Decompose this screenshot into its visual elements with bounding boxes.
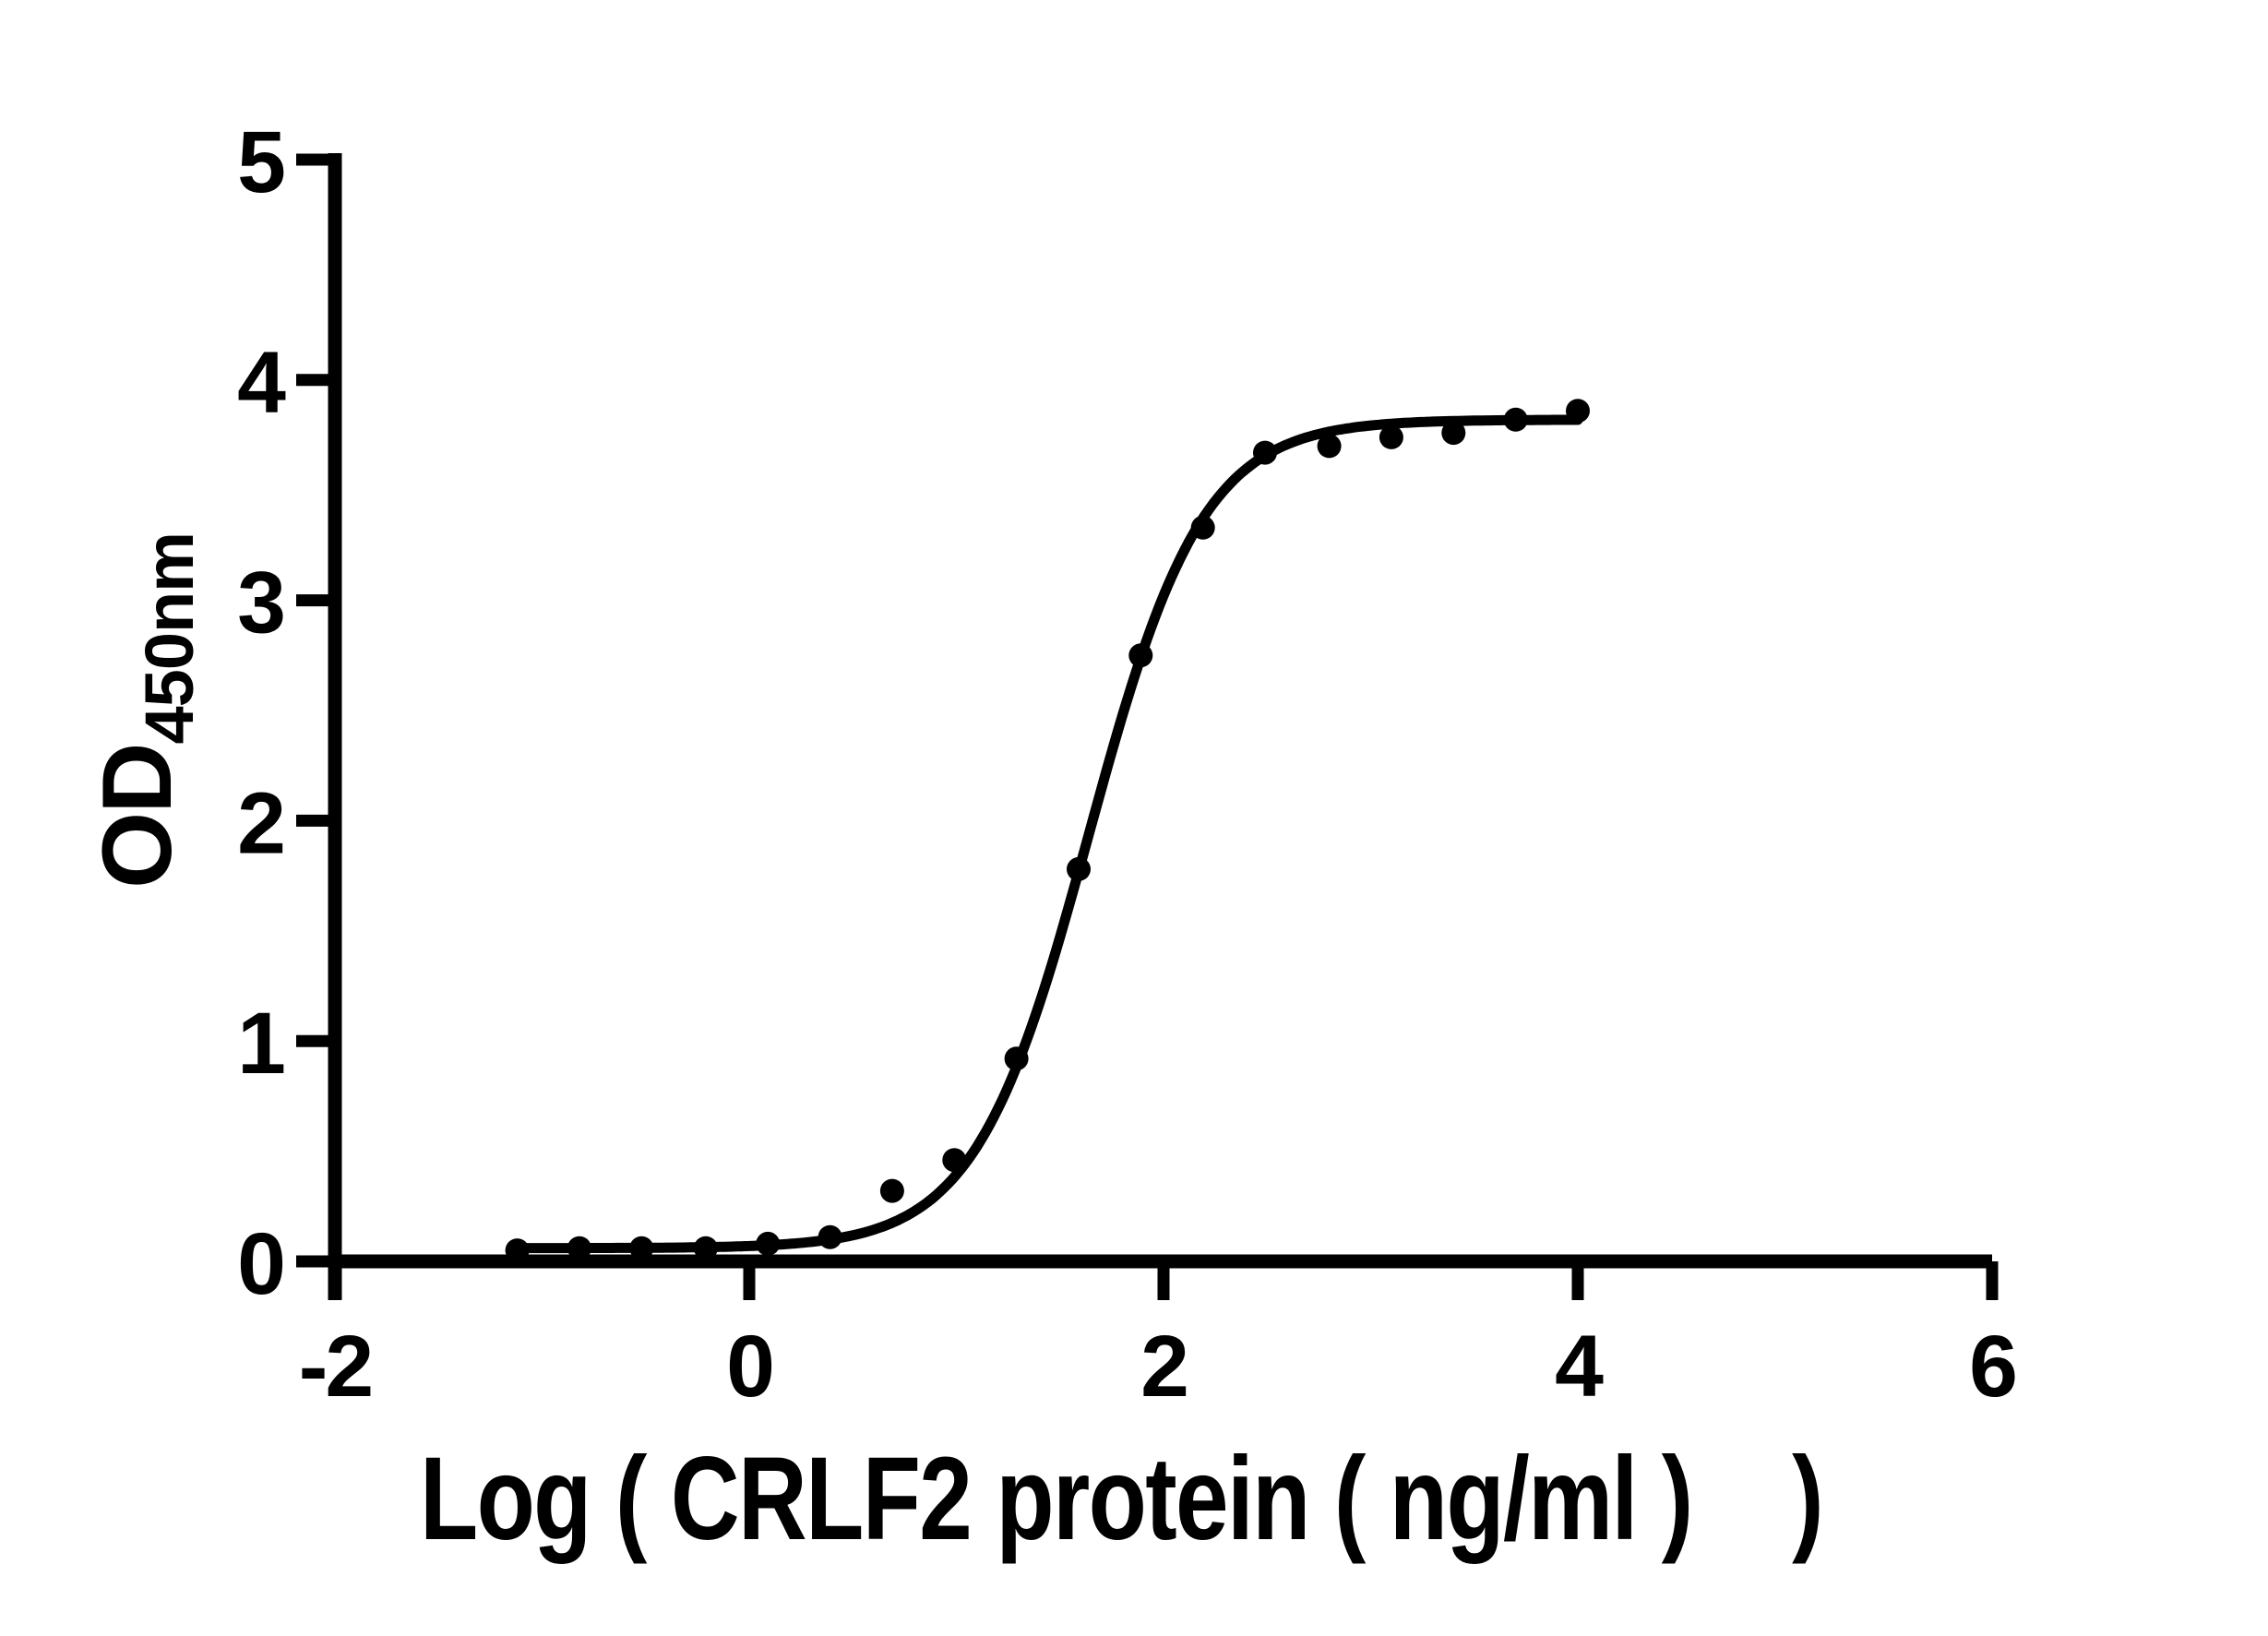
data-point-14	[1379, 424, 1403, 449]
y-tick-label-0: 0	[237, 1215, 283, 1313]
data-point-3	[693, 1236, 718, 1260]
x-tick-label-6: 6	[1969, 1318, 2015, 1415]
data-point-13	[1317, 434, 1342, 459]
data-point-5	[818, 1224, 842, 1249]
data-point-9	[1067, 856, 1091, 881]
data-point-7	[942, 1148, 967, 1173]
data-point-4	[756, 1231, 781, 1256]
fit-curve	[512, 414, 1583, 1254]
data-point-16	[1503, 407, 1528, 432]
data-point-11	[1190, 515, 1215, 540]
y-tick-label-3: 3	[237, 555, 283, 652]
data-point-8	[1004, 1046, 1029, 1071]
x-tick-label-4: 4	[1555, 1318, 1604, 1415]
data-point-10	[1128, 643, 1153, 668]
data-point-15	[1441, 421, 1466, 446]
data-point-1	[567, 1236, 591, 1260]
y-tick-label-1: 1	[237, 995, 284, 1093]
data-point-12	[1253, 440, 1277, 465]
y-axis-title-subscript: 450nm	[131, 532, 208, 744]
plot-area	[505, 399, 1590, 1263]
y-tick-label-2: 2	[237, 774, 283, 872]
y-tick-label-5: 5	[237, 113, 284, 211]
data-point-6	[879, 1178, 904, 1203]
y-tick-label-4: 4	[237, 334, 286, 432]
x-tick-label-2: 2	[1140, 1318, 1187, 1415]
data-point-2	[629, 1236, 654, 1260]
y-axis-title-main: OD	[81, 744, 192, 889]
data-point-0	[505, 1238, 530, 1263]
y-axis-title: OD450nm	[81, 532, 208, 889]
x-tick-label-0: 0	[726, 1318, 772, 1415]
x-tick-label--2: -2	[299, 1318, 372, 1415]
data-point-17	[1566, 399, 1590, 424]
x-axis-title: Log ( CRLF2 protein ( ng/ml ) )	[420, 1433, 1822, 1565]
